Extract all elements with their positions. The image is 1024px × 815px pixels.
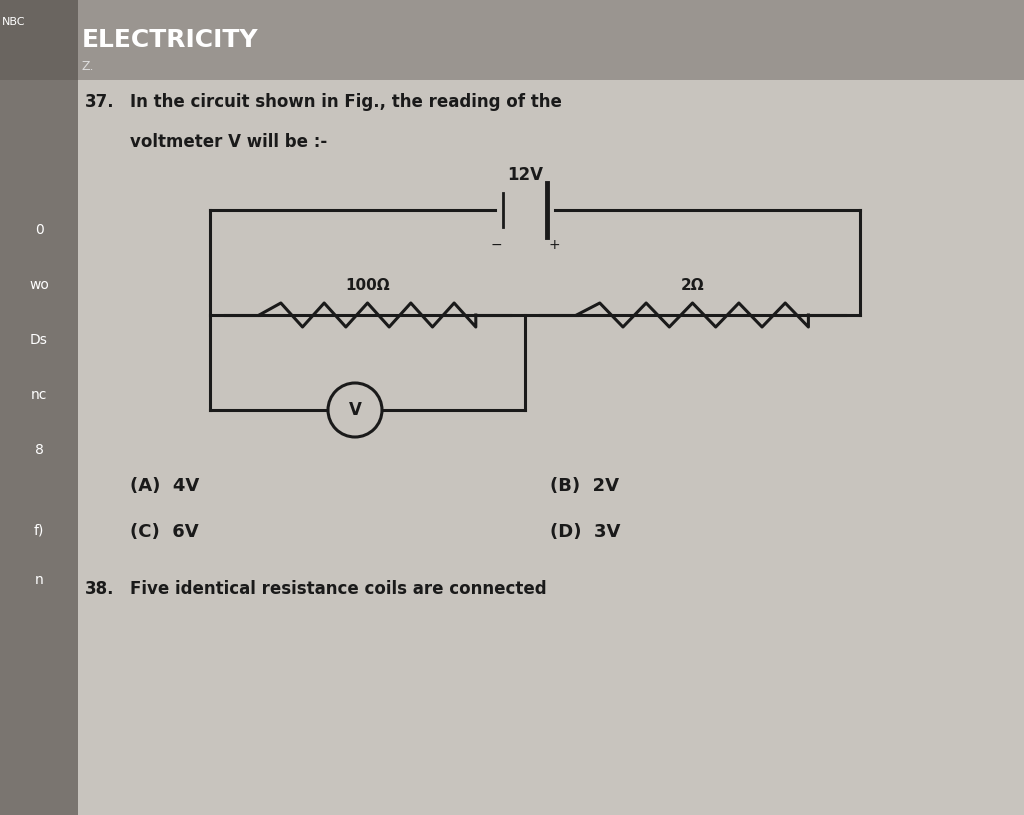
- Text: 12V: 12V: [507, 166, 543, 184]
- Text: nc: nc: [31, 388, 47, 402]
- Text: NBC: NBC: [2, 17, 26, 27]
- Text: −: −: [490, 238, 502, 252]
- Text: +: +: [548, 238, 560, 252]
- Text: wo: wo: [29, 278, 49, 292]
- FancyBboxPatch shape: [0, 0, 78, 815]
- Text: 37.: 37.: [85, 93, 115, 111]
- Text: Z.: Z.: [82, 60, 94, 73]
- Text: In the circuit shown in Fig., the reading of the: In the circuit shown in Fig., the readin…: [130, 93, 562, 111]
- Text: 2Ω: 2Ω: [681, 277, 705, 293]
- Text: ELECTRICITY: ELECTRICITY: [82, 28, 259, 52]
- Text: f): f): [34, 523, 44, 537]
- Text: Five identical resistance coils are connected: Five identical resistance coils are conn…: [130, 580, 547, 598]
- Text: Ds: Ds: [30, 333, 48, 347]
- Text: 8: 8: [35, 443, 43, 457]
- FancyBboxPatch shape: [0, 0, 78, 80]
- Text: voltmeter V will be :-: voltmeter V will be :-: [130, 133, 328, 151]
- Text: n: n: [35, 573, 43, 587]
- Text: (B)  2V: (B) 2V: [550, 477, 618, 495]
- Text: (C)  6V: (C) 6V: [130, 523, 199, 541]
- Text: 100Ω: 100Ω: [345, 277, 390, 293]
- Text: (D)  3V: (D) 3V: [550, 523, 621, 541]
- Text: 38.: 38.: [85, 580, 115, 598]
- Text: (A)  4V: (A) 4V: [130, 477, 200, 495]
- FancyBboxPatch shape: [78, 0, 1024, 80]
- Text: V: V: [348, 401, 361, 419]
- Text: 0: 0: [35, 223, 43, 237]
- Circle shape: [328, 383, 382, 437]
